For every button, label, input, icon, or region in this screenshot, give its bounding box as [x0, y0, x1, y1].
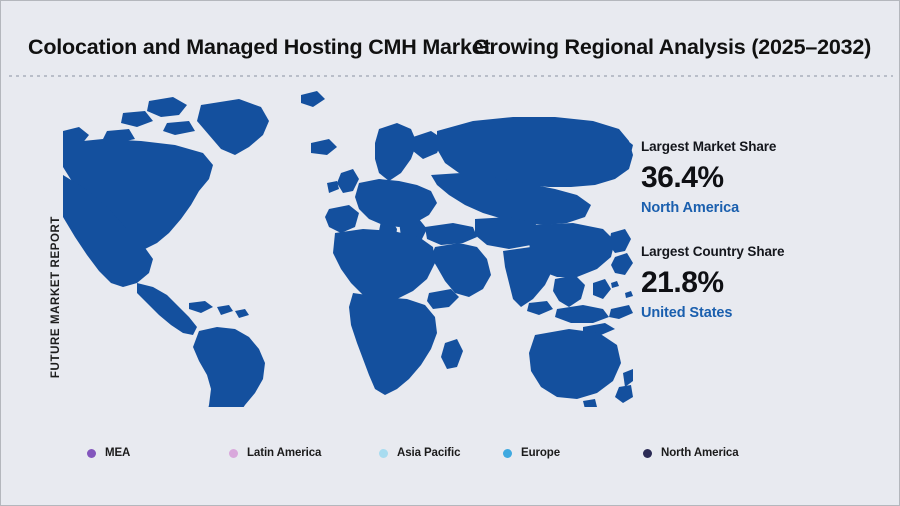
brand-watermark: FUTURE MARKET REPORT [50, 215, 62, 379]
legend-label: North America [661, 447, 739, 459]
legend-label: Latin America [247, 447, 322, 459]
legend-swatch-icon [503, 448, 512, 458]
stats-panel: Largest Market Share 36.4% North America… [641, 139, 891, 349]
stat-region: North America [641, 200, 740, 216]
legend-swatch-icon [379, 448, 388, 458]
map-landmasses [63, 91, 633, 407]
legend-swatch-icon [87, 448, 96, 458]
stat-region: United States [641, 305, 733, 321]
stat-block-country-share: Largest Country Share 21.8% United State… [641, 244, 891, 321]
legend-label: Europe [521, 447, 561, 459]
legend-item-asia-pacific[interactable]: Asia Pacific [379, 447, 460, 459]
legend-label: MEA [105, 447, 131, 459]
stat-value: 36.4% [641, 161, 724, 194]
stat-label: Largest Market Share [641, 139, 777, 154]
stat-label: Largest Country Share [641, 244, 785, 259]
legend-swatch-icon [229, 448, 238, 458]
page-title-primary: Colocation and Managed Hosting CMH Marke… [28, 35, 491, 59]
title-bar: Colocation and Managed Hosting CMH Marke… [1, 1, 899, 77]
stat-block-market-share: Largest Market Share 36.4% North America [641, 139, 891, 216]
map-legend: MEA Latin America Asia Pacific Europe No… [79, 447, 839, 469]
legend-label: Asia Pacific [397, 447, 461, 459]
legend-item-mea[interactable]: MEA [87, 447, 130, 459]
page-title-secondary: Growing Regional Analysis (2025–2032) [473, 35, 872, 59]
legend-item-europe[interactable]: Europe [503, 447, 560, 459]
legend-swatch-icon [643, 448, 652, 458]
stat-value: 21.8% [641, 266, 724, 299]
title-divider [9, 75, 893, 77]
legend-item-north-america[interactable]: North America [643, 447, 739, 459]
legend-item-latin-america[interactable]: Latin America [229, 447, 321, 459]
world-map [63, 87, 633, 407]
